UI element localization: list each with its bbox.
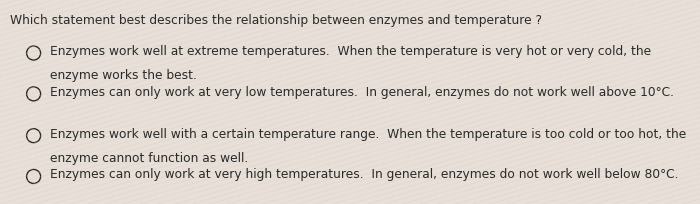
Text: enzyme cannot function as well.: enzyme cannot function as well. bbox=[50, 152, 248, 165]
Text: Enzymes work well with a certain temperature range.  When the temperature is too: Enzymes work well with a certain tempera… bbox=[50, 128, 687, 141]
Text: enzyme works the best.: enzyme works the best. bbox=[50, 70, 197, 82]
Text: Enzymes can only work at very low temperatures.  In general, enzymes do not work: Enzymes can only work at very low temper… bbox=[50, 86, 674, 99]
Text: Which statement best describes the relationship between enzymes and temperature : Which statement best describes the relat… bbox=[10, 14, 542, 27]
Text: Enzymes work well at extreme temperatures.  When the temperature is very hot or : Enzymes work well at extreme temperature… bbox=[50, 45, 652, 58]
Text: Enzymes can only work at very high temperatures.  In general, enzymes do not wor: Enzymes can only work at very high tempe… bbox=[50, 169, 679, 181]
